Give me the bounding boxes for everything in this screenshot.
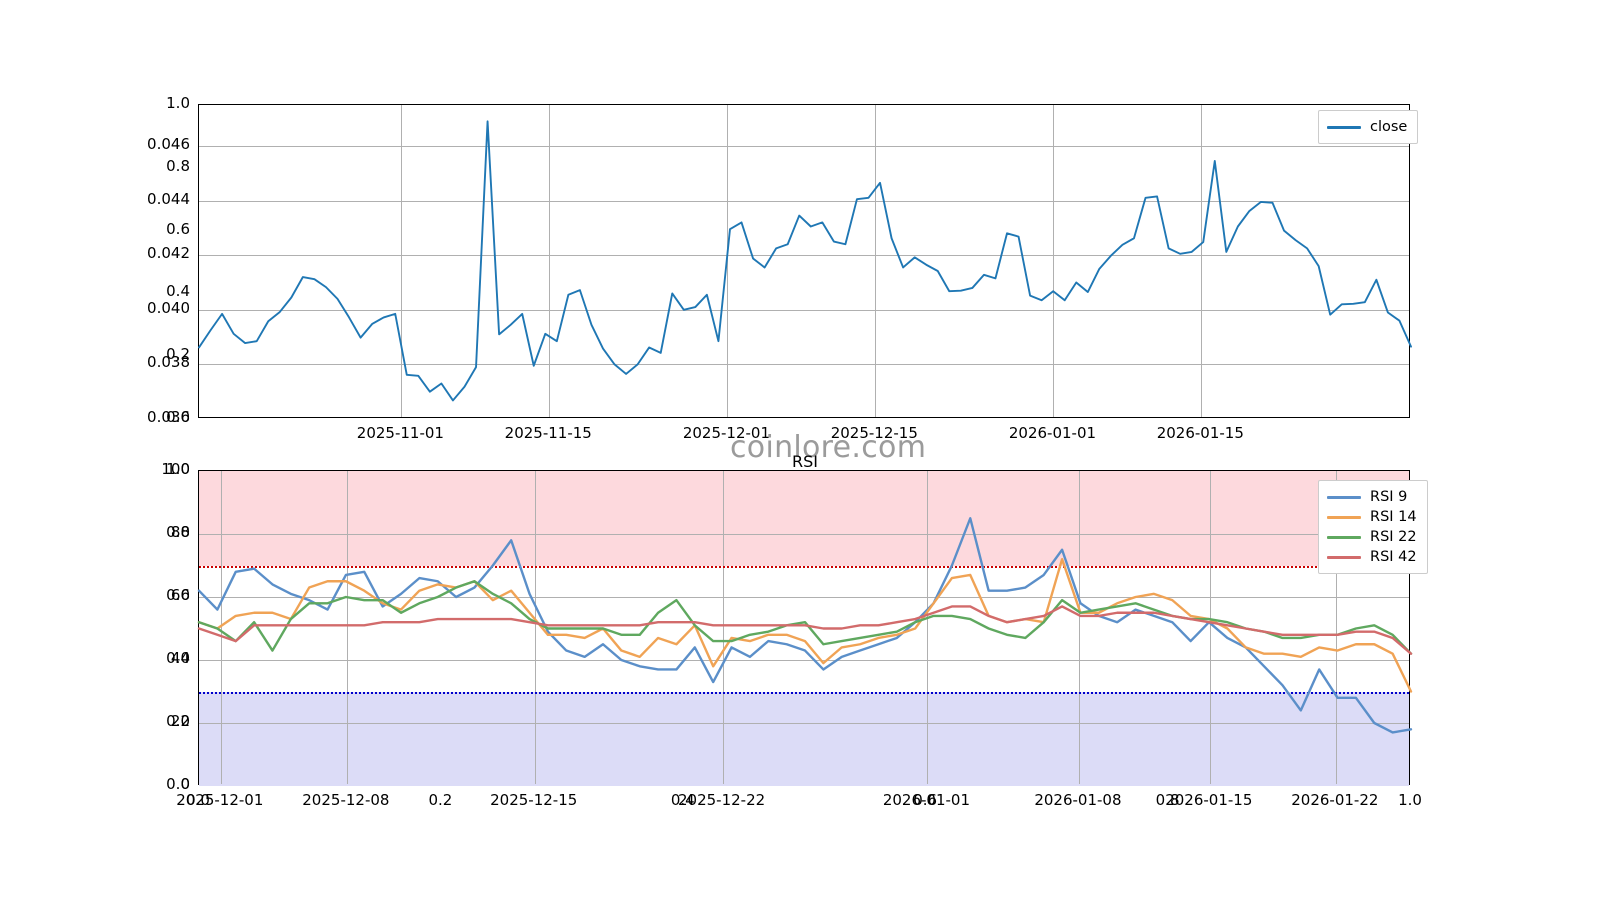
price-legend: close: [1318, 110, 1419, 144]
gridline: [199, 145, 1409, 147]
oversold-threshold-line: [199, 691, 1409, 694]
price-x-tick: 2026-01-15: [1156, 424, 1244, 442]
legend-color-swatch: [1327, 555, 1361, 559]
rsi-y-tick: 40: [170, 649, 190, 667]
gridline: [199, 597, 1409, 598]
rsi-legend-item[interactable]: RSI 14: [1327, 507, 1417, 527]
gridline: [927, 471, 929, 784]
gridline: [1201, 105, 1203, 417]
legend-color-swatch: [1327, 125, 1361, 129]
rsi-x-overlay-tick: 1.0: [1398, 791, 1422, 809]
rsi-x-tick: 2026-01-01: [882, 791, 970, 809]
price-y-tick: 0.044: [147, 189, 190, 208]
rsi-y-overlay-tick: 0.4: [166, 649, 190, 667]
gridline: [401, 105, 403, 417]
gridline: [1078, 471, 1080, 784]
rsi-x-tick: 2026-01-15: [1165, 791, 1253, 809]
legend-label: RSI 9: [1370, 489, 1408, 505]
price-x-tick: 2025-11-01: [356, 424, 444, 442]
rsi-y-tick: 100: [161, 460, 190, 478]
price-chart-panel: [198, 104, 1412, 418]
gridline: [199, 200, 1409, 202]
legend-color-swatch: [1327, 535, 1361, 539]
legend-color-swatch: [1327, 495, 1361, 499]
rsi-x-tick: 2025-12-15: [490, 791, 578, 809]
price-y-overlay-tick: 0.4: [166, 282, 190, 301]
rsi-y-overlay-tick: 1.0: [166, 460, 190, 478]
gridline: [722, 471, 724, 784]
gridline: [199, 364, 1409, 366]
overbought-band: [199, 471, 1409, 566]
legend-label: RSI 42: [1370, 549, 1417, 565]
rsi-legend: RSI 9 RSI 14 RSI 22 RSI 42: [1318, 480, 1428, 574]
rsi-y-tick: 60: [170, 586, 190, 604]
rsi-y-overlay-tick: 0.6: [166, 586, 190, 604]
overbought-threshold-line: [199, 565, 1409, 568]
rsi-x-overlay-tick: 0.2: [428, 791, 453, 809]
price-x-tick: 2025-12-01: [682, 424, 771, 442]
price-x-tick: 2026-01-01: [1008, 424, 1097, 442]
gridline: [875, 105, 877, 417]
rsi-title: RSI: [792, 452, 818, 471]
gridline: [199, 723, 1409, 724]
gridline: [1209, 471, 1211, 784]
gridline: [549, 105, 551, 417]
rsi-legend-item[interactable]: RSI 9: [1327, 487, 1417, 507]
gridline: [1335, 471, 1337, 784]
gridline: [199, 309, 1409, 311]
price-y-tick: 0.040: [147, 298, 190, 317]
rsi-y-overlay-tick: 0.2: [166, 712, 190, 730]
close-price-line: [198, 120, 1412, 402]
rsi-legend-item[interactable]: RSI 22: [1327, 527, 1417, 547]
rsi-x-overlay-tick: 0.8: [1155, 791, 1180, 809]
price-y-tick: 0.036: [147, 408, 190, 426]
rsi-x-overlay-tick: 0.6: [913, 791, 938, 809]
gridline: [1053, 105, 1055, 417]
legend-label: close: [1370, 119, 1408, 135]
price-y-tick: 0.038: [147, 353, 190, 372]
price-y-overlay-tick: 0.0: [166, 408, 190, 426]
price-y-overlay-tick: 0.2: [166, 345, 190, 364]
rsi-x-tick: 2026-01-22: [1291, 791, 1379, 809]
price-y-tick: 0.046: [147, 134, 190, 153]
rsi-x-tick: 2026-01-08: [1034, 791, 1122, 809]
price-y-tick: 0.042: [147, 244, 190, 263]
rsi-chart-panel: [197, 470, 1413, 786]
price-legend-item[interactable]: close: [1327, 117, 1407, 137]
price-y-overlay-tick: 0.8: [166, 156, 190, 175]
rsi-x-tick: 2025-12-22: [677, 791, 766, 809]
gridline: [199, 534, 1409, 535]
rsi-y-tick: 80: [170, 523, 190, 541]
watermark: coinlore.com: [730, 430, 927, 465]
rsi-y-tick: 20: [170, 712, 190, 730]
gridline: [346, 471, 348, 784]
rsi-legend-item[interactable]: RSI 42: [1327, 547, 1417, 567]
gridline: [727, 105, 729, 417]
legend-label: RSI 14: [1370, 509, 1417, 525]
legend-label: RSI 22: [1370, 529, 1417, 545]
gridline: [220, 471, 222, 784]
price-x-tick: 2025-11-15: [504, 424, 592, 442]
rsi-x-overlay-tick: 0.4: [670, 791, 695, 809]
gridline: [534, 471, 536, 784]
price-y-overlay-tick: 0.6: [166, 219, 190, 238]
price-x-tick: 2025-12-15: [830, 424, 918, 442]
oversold-band: [199, 691, 1409, 786]
rsi-y-tick: 0: [180, 775, 190, 793]
rsi-y-overlay-tick: 0.0: [166, 775, 190, 793]
rsi-x-tick: 2025-12-01: [176, 791, 264, 809]
rsi-x-tick: 2025-12-08: [302, 791, 390, 809]
gridline: [199, 255, 1409, 257]
rsi-lines: [197, 517, 1413, 734]
legend-color-swatch: [1327, 515, 1361, 519]
gridline: [199, 660, 1409, 661]
rsi-x-overlay-tick: 0.0: [186, 791, 210, 809]
rsi-y-overlay-tick: 0.8: [166, 523, 190, 541]
price-y-overlay-tick: 1.0: [166, 94, 190, 112]
